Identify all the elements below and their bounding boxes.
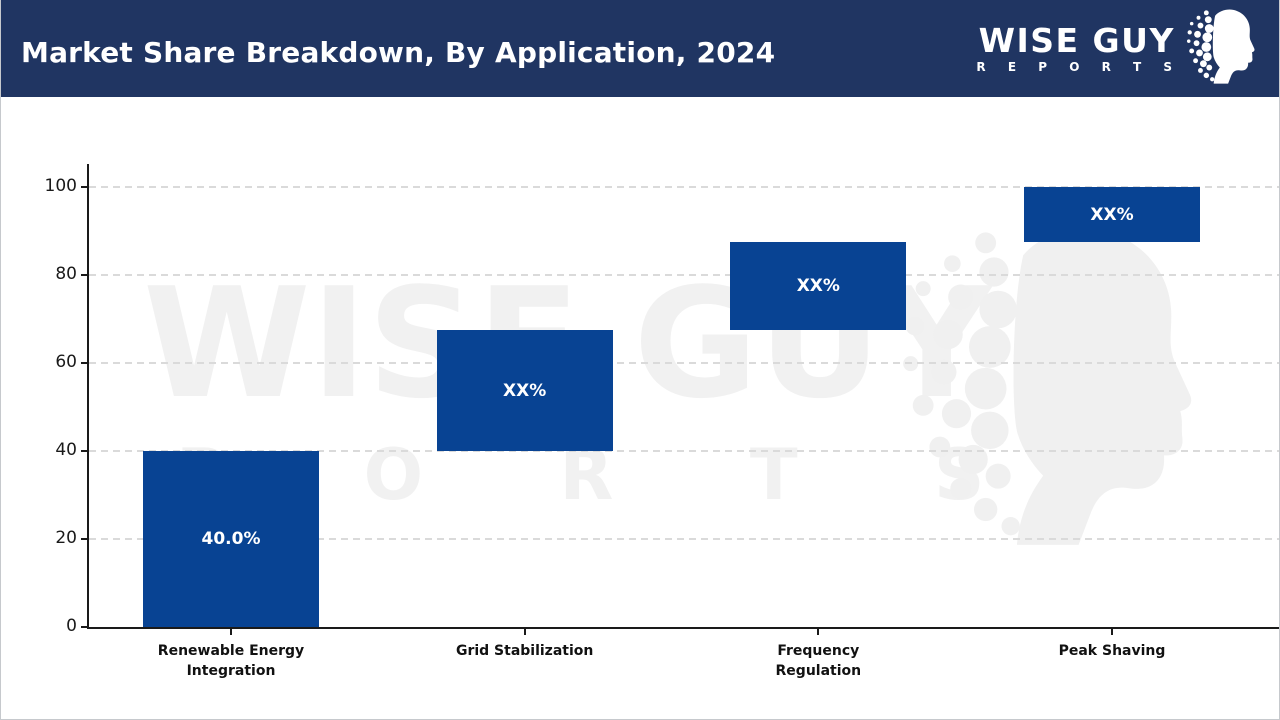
y-tick-label: 60 — [55, 352, 77, 372]
bar: 40.0% — [143, 451, 319, 627]
x-axis-line — [87, 627, 1279, 629]
y-tick-label: 20 — [55, 528, 77, 548]
brand-subtext: R E P O R T S — [976, 60, 1181, 74]
y-tick-mark — [81, 538, 89, 540]
x-tick-mark — [1111, 627, 1113, 635]
y-tick-label: 80 — [55, 264, 77, 284]
y-tick-label: 40 — [55, 440, 77, 460]
page-title: Market Share Breakdown, By Application, … — [21, 36, 776, 69]
gridline — [89, 274, 1279, 276]
brand-wordmark: WISE GUY — [978, 21, 1175, 60]
x-tick-mark — [230, 627, 232, 635]
x-category-label: Peak Shaving — [1058, 643, 1166, 659]
gridline — [89, 538, 1279, 540]
brand-logo: WISE GUY R E P O R T S — [972, 7, 1263, 91]
bar-value-label: 40.0% — [201, 529, 261, 549]
bar: XX% — [1024, 187, 1200, 242]
gridline — [89, 450, 1279, 452]
x-category-label: Renewable Energy Integration — [157, 643, 305, 680]
y-tick-mark — [81, 186, 89, 188]
x-category-label: Frequency Regulation — [775, 643, 862, 680]
y-tick-mark — [81, 274, 89, 276]
bar-value-label: XX% — [503, 380, 547, 401]
y-axis-line — [87, 164, 89, 629]
bar: XX% — [436, 330, 613, 451]
logo-head-icon — [1186, 9, 1255, 84]
y-tick-mark — [81, 362, 89, 364]
x-tick-mark — [817, 627, 820, 635]
bar-value-label: XX% — [796, 276, 840, 296]
header: Market Share Breakdown, By Application, … — [1, 0, 1279, 97]
brand-wordmark-block: WISE GUY R E P O R T S — [972, 24, 1181, 73]
y-tick-mark — [81, 626, 89, 628]
x-category-label: Grid Stabilization — [455, 643, 594, 659]
y-tick-label: 0 — [66, 616, 77, 636]
bar: XX% — [730, 242, 907, 330]
y-tick-mark — [81, 450, 89, 452]
bar-value-label: XX% — [1090, 204, 1134, 225]
gridline — [89, 362, 1279, 364]
x-tick-mark — [523, 627, 526, 635]
gridline — [89, 186, 1279, 188]
y-tick-label: 100 — [44, 176, 77, 196]
watermark-head-icon — [903, 228, 1192, 545]
